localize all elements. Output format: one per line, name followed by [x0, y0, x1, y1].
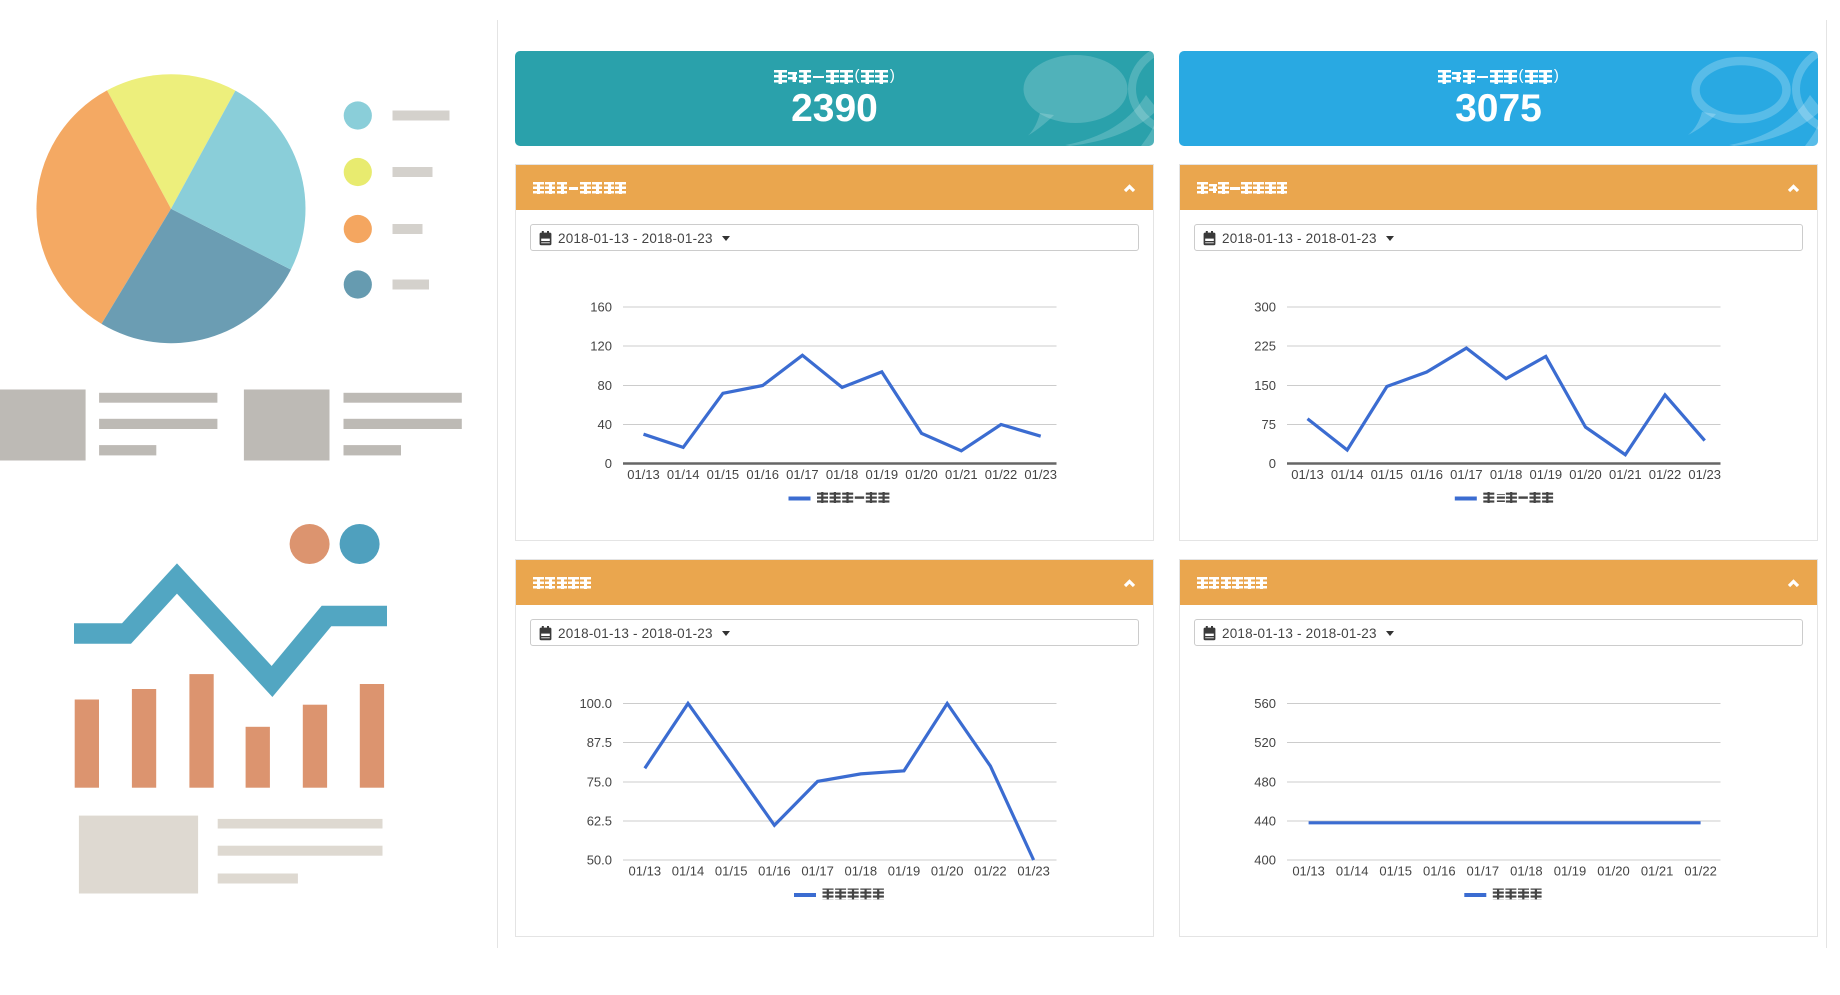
- svg-text:100.0: 100.0: [579, 696, 612, 711]
- svg-text:01/16: 01/16: [1410, 467, 1443, 482]
- svg-text:0: 0: [605, 456, 612, 471]
- svg-text:01/22: 01/22: [1684, 864, 1717, 879]
- svg-text:160: 160: [590, 300, 612, 315]
- svg-text:01/18: 01/18: [826, 467, 859, 482]
- svg-text:01/14: 01/14: [672, 864, 705, 879]
- svg-text:400: 400: [1254, 853, 1276, 868]
- svg-text:01/16: 01/16: [758, 864, 791, 879]
- svg-text:01/21: 01/21: [1609, 467, 1642, 482]
- svg-text:01/18: 01/18: [1510, 864, 1543, 879]
- svg-text:75.0: 75.0: [587, 775, 612, 790]
- svg-text:01/22: 01/22: [974, 864, 1007, 879]
- svg-text:0: 0: [1269, 456, 1276, 471]
- svg-text:150: 150: [1254, 378, 1276, 393]
- svg-text:01/13: 01/13: [1292, 864, 1325, 879]
- svg-text:01/13: 01/13: [1291, 467, 1324, 482]
- svg-text:01/23: 01/23: [1688, 467, 1721, 482]
- svg-text:01/23: 01/23: [1024, 467, 1057, 482]
- svg-text:01/20: 01/20: [931, 864, 964, 879]
- svg-text:01/14: 01/14: [1336, 864, 1369, 879]
- svg-text:01/20: 01/20: [1597, 864, 1630, 879]
- svg-text:80: 80: [598, 378, 612, 393]
- svg-text:440: 440: [1254, 814, 1276, 829]
- svg-text:50.0: 50.0: [587, 853, 612, 868]
- svg-text:01/21: 01/21: [1641, 864, 1674, 879]
- svg-text:01/17: 01/17: [1450, 467, 1483, 482]
- svg-text:01/19: 01/19: [1530, 467, 1563, 482]
- svg-text:120: 120: [590, 339, 612, 354]
- svg-text:225: 225: [1254, 339, 1276, 354]
- svg-text:01/17: 01/17: [1467, 864, 1500, 879]
- svg-text:01/19: 01/19: [1554, 864, 1587, 879]
- svg-text:01/14: 01/14: [667, 467, 700, 482]
- svg-text:01/15: 01/15: [1379, 864, 1412, 879]
- svg-text:01/15: 01/15: [715, 864, 748, 879]
- svg-text:01/21: 01/21: [945, 467, 978, 482]
- svg-text:01/22: 01/22: [985, 467, 1018, 482]
- svg-text:01/18: 01/18: [845, 864, 878, 879]
- svg-text:300: 300: [1254, 300, 1276, 315]
- svg-text:01/13: 01/13: [627, 467, 660, 482]
- svg-text:560: 560: [1254, 696, 1276, 711]
- svg-text:01/14: 01/14: [1331, 467, 1364, 482]
- svg-text:01/20: 01/20: [905, 467, 938, 482]
- svg-text:01/15: 01/15: [707, 467, 740, 482]
- svg-text:87.5: 87.5: [587, 735, 612, 750]
- svg-text:01/13: 01/13: [629, 864, 662, 879]
- svg-text:01/19: 01/19: [866, 467, 899, 482]
- svg-text:480: 480: [1254, 775, 1276, 790]
- svg-text:01/23: 01/23: [1017, 864, 1050, 879]
- svg-text:01/16: 01/16: [1423, 864, 1456, 879]
- svg-text:62.5: 62.5: [587, 814, 612, 829]
- svg-text:01/19: 01/19: [888, 864, 921, 879]
- svg-text:01/22: 01/22: [1649, 467, 1682, 482]
- svg-text:520: 520: [1254, 735, 1276, 750]
- svg-text:01/18: 01/18: [1490, 467, 1523, 482]
- svg-text:01/16: 01/16: [746, 467, 779, 482]
- svg-text:40: 40: [598, 417, 612, 432]
- svg-text:01/17: 01/17: [786, 467, 819, 482]
- svg-text:75: 75: [1262, 417, 1276, 432]
- svg-text:01/15: 01/15: [1371, 467, 1404, 482]
- svg-text:01/20: 01/20: [1569, 467, 1602, 482]
- svg-text:01/17: 01/17: [801, 864, 834, 879]
